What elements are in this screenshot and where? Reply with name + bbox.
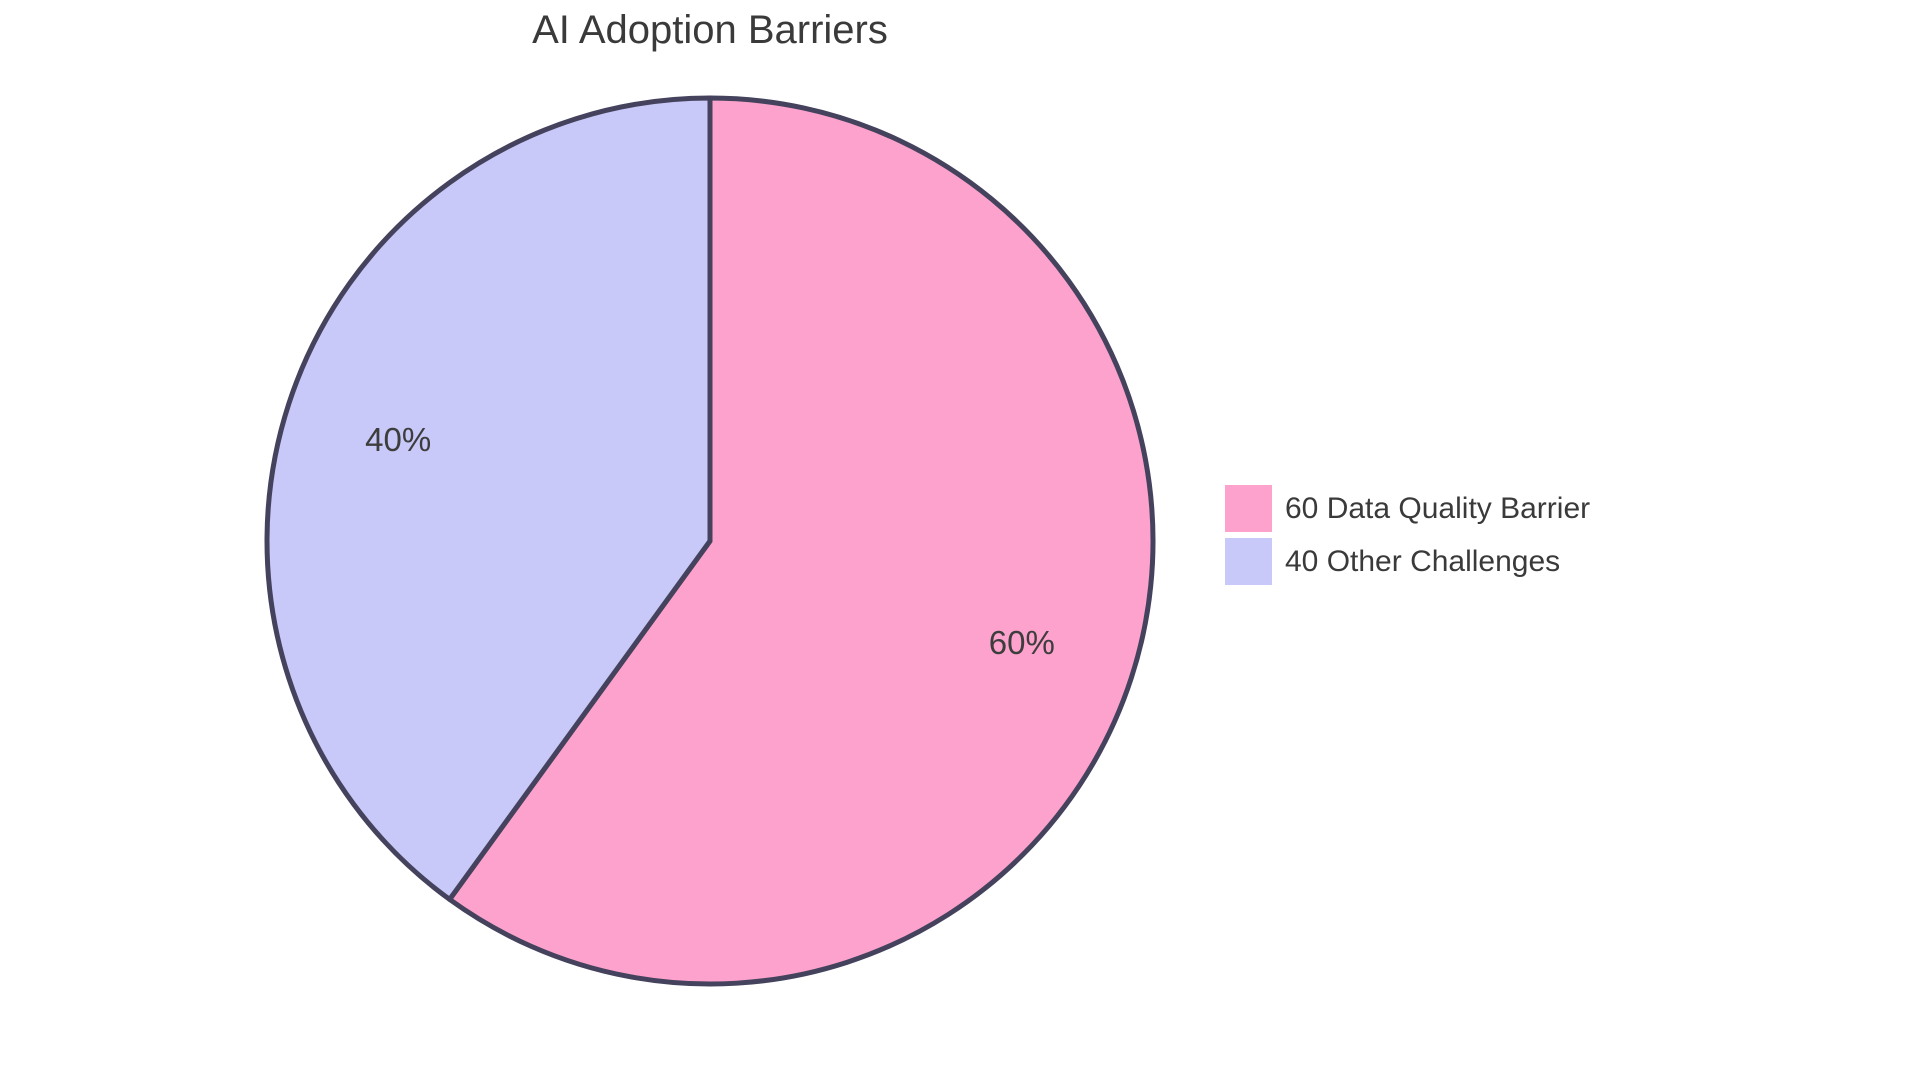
pie-slice-1[interactable]: [447, 95, 1156, 987]
legend-swatch-2: [1225, 538, 1272, 585]
legend-item-1[interactable]: 60 Data Quality Barrier: [1225, 485, 1590, 532]
slice-percent-label-2: 40%: [365, 421, 431, 458]
legend-item-2[interactable]: 40 Other Challenges: [1225, 538, 1590, 585]
legend: 60 Data Quality Barrier 40 Other Challeng…: [1225, 485, 1590, 585]
chart-title: AI Adoption Barriers: [532, 8, 888, 52]
pie-slices-group: 60% 40%: [264, 95, 1156, 987]
legend-label-1: 60 Data Quality Barrier: [1285, 491, 1591, 525]
pie-slice-2[interactable]: [264, 95, 713, 902]
legend-swatch-1: [1225, 485, 1272, 532]
legend-label-2: 40 Other Challenges: [1285, 544, 1561, 578]
slice-percent-label-1: 60%: [989, 624, 1055, 661]
